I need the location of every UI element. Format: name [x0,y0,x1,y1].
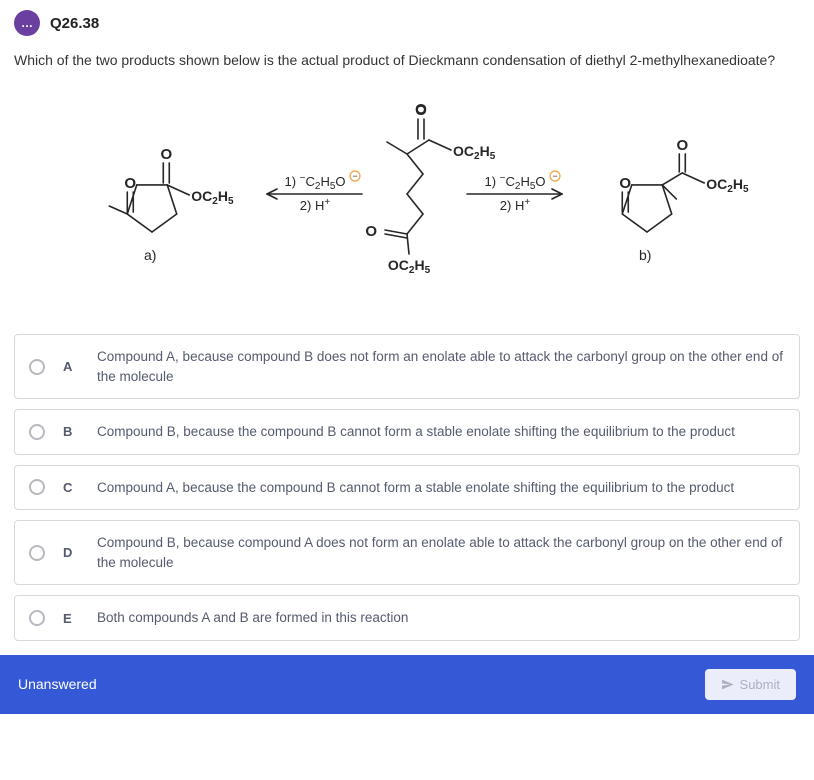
svg-text:−: − [552,171,557,181]
choice-radio[interactable] [29,479,45,495]
choice-text: Compound B, because the compound B canno… [97,422,785,442]
svg-text:2) H+: 2) H+ [300,197,331,213]
svg-text:O: O [124,175,136,192]
choice-text: Compound B, because compound A does not … [97,533,785,572]
choice-radio[interactable] [29,545,45,561]
svg-text:OC2H5: OC2H5 [706,176,749,195]
choice-c[interactable]: C Compound A, because the compound B cann… [14,465,800,511]
question-number: Q26.38 [50,15,99,32]
choice-radio[interactable] [29,610,45,626]
submit-button[interactable]: Submit [705,669,796,700]
choice-text: Both compounds A and B are formed in thi… [97,608,785,628]
choice-letter: A [63,359,79,374]
svg-text:1) −C2H5O: 1) −C2H5O [484,173,545,192]
choice-radio[interactable] [29,424,45,440]
choice-radio[interactable] [29,359,45,375]
svg-text:O: O [676,137,688,154]
choice-b[interactable]: B Compound B, because the compound B cann… [14,409,800,455]
svg-text:OC2H5: OC2H5 [191,188,234,207]
choice-letter: E [63,611,79,626]
svg-text:a): a) [144,247,156,263]
choice-a[interactable]: A Compound A, because compound B does not… [14,334,800,399]
question-icon-glyph: … [21,16,33,30]
chemistry-svg: OOOC2H5a)OOC2H5OOC2H5O1) −C2H5O−2) H+1) … [57,86,757,316]
svg-text:O: O [160,146,172,163]
question-text: Which of the two products shown below is… [0,46,814,82]
svg-text:O: O [415,101,427,118]
svg-text:−: − [352,171,357,181]
send-icon [721,678,734,691]
svg-text:OC2H5: OC2H5 [388,257,431,276]
svg-text:O: O [619,175,631,192]
svg-text:2) H+: 2) H+ [500,197,531,213]
svg-text:b): b) [639,247,651,263]
question-footer: Unanswered Submit [0,655,814,714]
svg-text:1) −C2H5O: 1) −C2H5O [284,173,345,192]
svg-text:OC2H5: OC2H5 [453,143,496,162]
answer-choices: A Compound A, because compound B does not… [0,334,814,641]
question-icon: … [14,10,40,36]
choice-letter: B [63,424,79,439]
choice-letter: D [63,545,79,560]
choice-letter: C [63,480,79,495]
svg-text:O: O [365,223,377,240]
chemistry-diagram: OOOC2H5a)OOC2H5OOC2H5O1) −C2H5O−2) H+1) … [0,82,814,334]
question-container: … Q26.38 Which of the two products shown… [0,0,814,714]
submit-label: Submit [740,677,780,692]
choice-d[interactable]: D Compound B, because compound A does not… [14,520,800,585]
status-text: Unanswered [18,676,97,692]
choice-text: Compound A, because the compound B canno… [97,478,785,498]
question-header: … Q26.38 [0,0,814,46]
choice-e[interactable]: E Both compounds A and B are formed in th… [14,595,800,641]
choice-text: Compound A, because compound B does not … [97,347,785,386]
